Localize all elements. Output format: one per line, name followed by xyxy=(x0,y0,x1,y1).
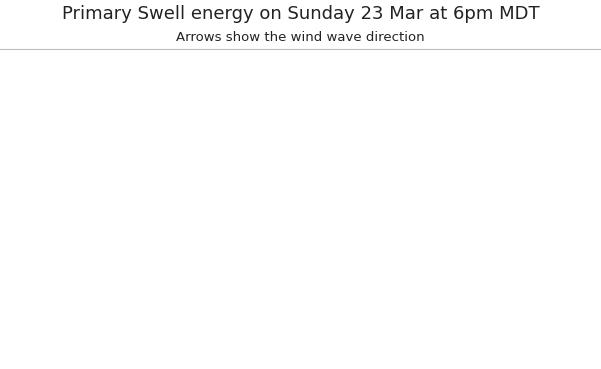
Text: Arrows show the wind wave direction: Arrows show the wind wave direction xyxy=(176,31,425,44)
Text: Primary Swell energy on Sunday 23 Mar at 6pm MDT: Primary Swell energy on Sunday 23 Mar at… xyxy=(62,5,539,23)
Text: cartopy required: cartopy required xyxy=(243,203,358,217)
